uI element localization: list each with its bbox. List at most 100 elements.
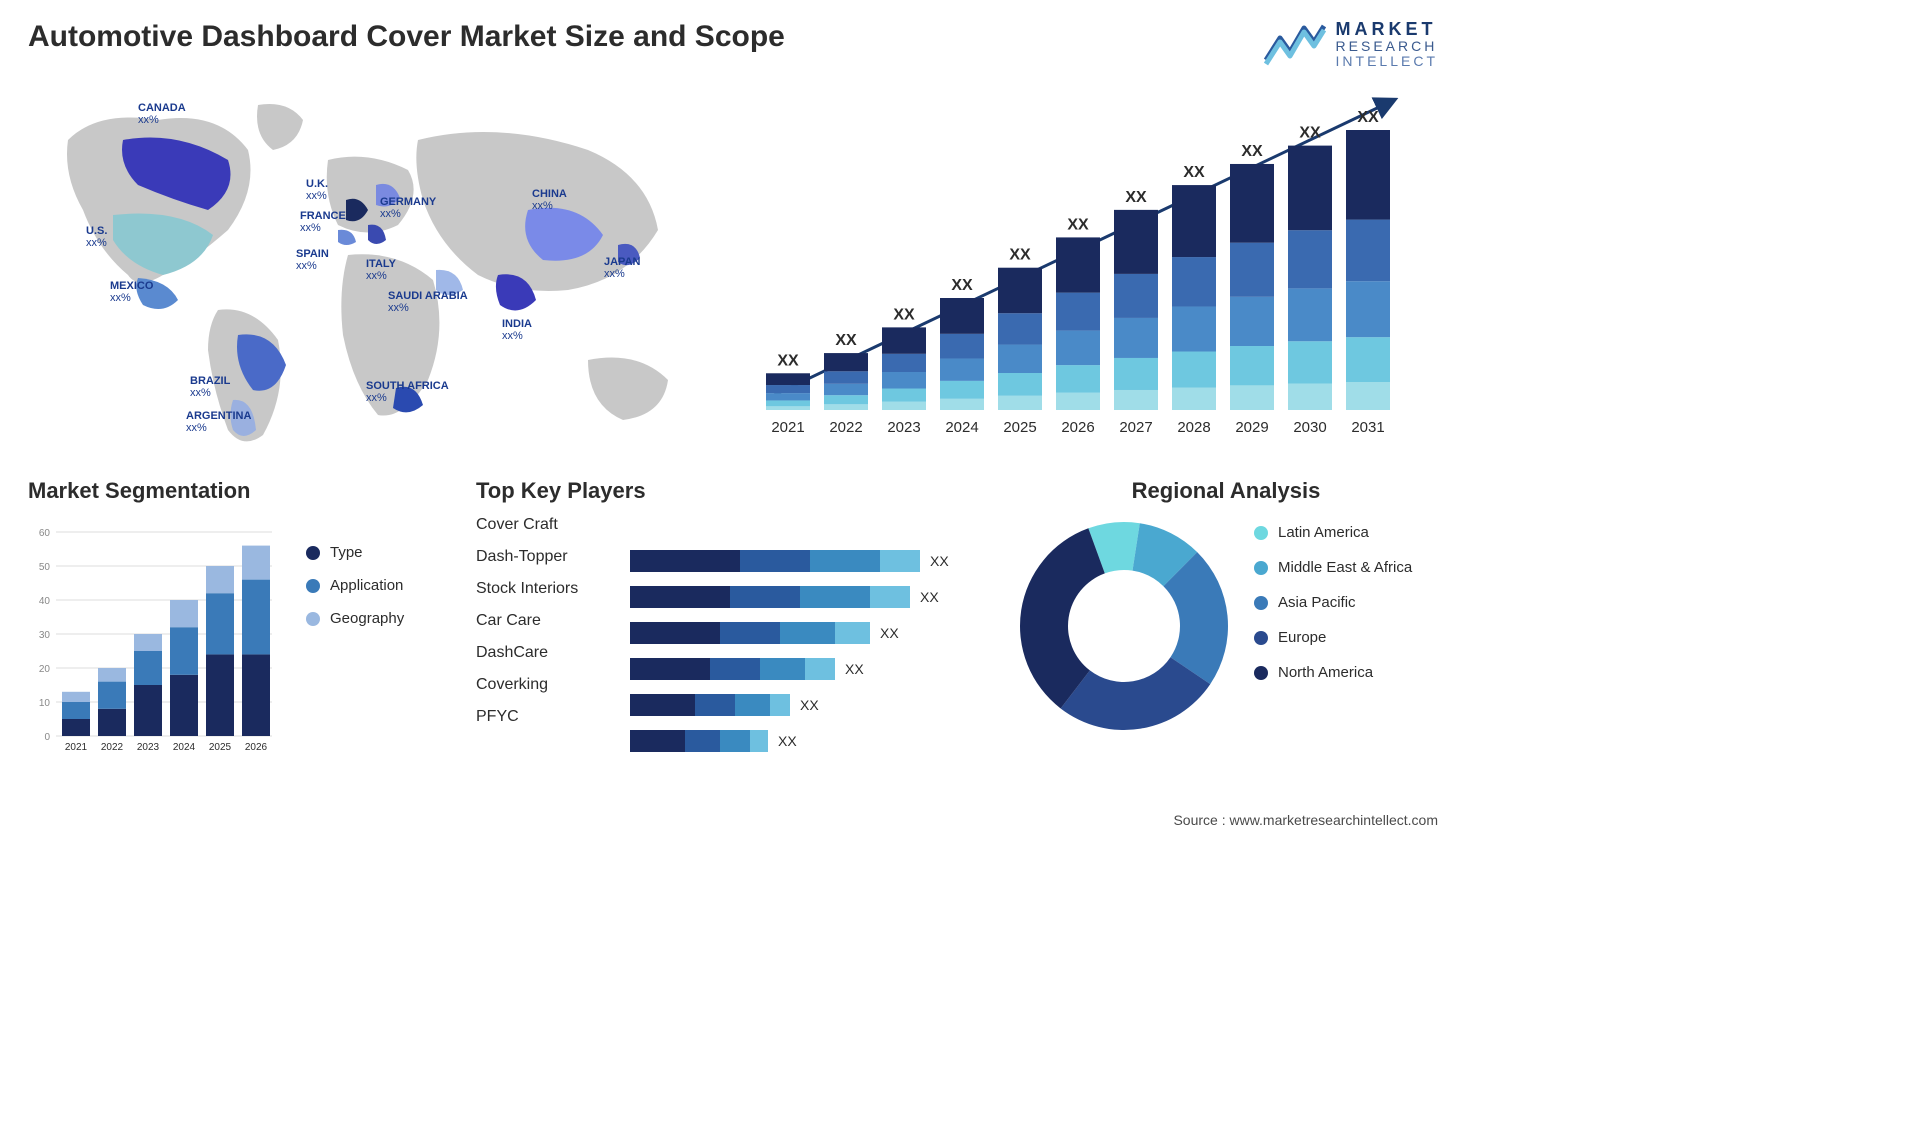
svg-text:2029: 2029 xyxy=(1235,419,1268,436)
svg-text:XX: XX xyxy=(1067,217,1089,234)
svg-text:2022: 2022 xyxy=(101,742,124,753)
player-value-label: XX xyxy=(930,553,949,569)
legend-label: Middle East & Africa xyxy=(1278,559,1412,576)
map-label: INDIAxx% xyxy=(502,318,532,342)
map-label: CHINAxx% xyxy=(532,188,567,212)
player-name: PFYC xyxy=(476,708,519,726)
svg-text:XX: XX xyxy=(777,353,799,370)
svg-text:20: 20 xyxy=(39,664,51,675)
player-bar-segment xyxy=(835,622,870,644)
legend-label: Latin America xyxy=(1278,524,1369,541)
player-bar-segment xyxy=(685,730,720,752)
map-label: CANADAxx% xyxy=(138,102,186,126)
svg-text:2025: 2025 xyxy=(209,742,232,753)
player-bar-row: XX xyxy=(630,694,996,716)
logo-icon xyxy=(1264,20,1326,68)
legend-label: Geography xyxy=(330,610,404,627)
svg-text:XX: XX xyxy=(1009,247,1031,264)
map-label: SOUTH AFRICAxx% xyxy=(366,380,449,404)
logo-line-1: MARKET xyxy=(1336,20,1438,39)
players-panel: Top Key Players Cover CraftDash-TopperSt… xyxy=(476,478,996,798)
legend-swatch xyxy=(1254,526,1268,540)
player-value-label: XX xyxy=(845,661,864,677)
player-bar-segment xyxy=(780,622,835,644)
svg-text:2024: 2024 xyxy=(945,419,978,436)
svg-text:0: 0 xyxy=(44,732,50,743)
player-bar-segment xyxy=(720,622,780,644)
svg-text:XX: XX xyxy=(1125,189,1147,206)
map-label: FRANCExx% xyxy=(300,210,346,234)
players-bars: XXXXXXXXXXXX xyxy=(630,550,996,752)
player-bar-segment xyxy=(630,550,740,572)
legend-swatch xyxy=(306,612,320,626)
svg-text:2021: 2021 xyxy=(65,742,88,753)
player-bar-segment xyxy=(630,694,695,716)
svg-text:2023: 2023 xyxy=(137,742,160,753)
player-bar-segment xyxy=(770,694,790,716)
legend-swatch xyxy=(1254,561,1268,575)
player-bar-segment xyxy=(735,694,770,716)
regional-title: Regional Analysis xyxy=(1014,478,1438,504)
svg-text:10: 10 xyxy=(39,698,51,709)
svg-text:30: 30 xyxy=(39,630,51,641)
regional-panel: Regional Analysis Latin America Middle Ea… xyxy=(1014,478,1438,798)
map-label: JAPANxx% xyxy=(604,256,640,280)
map-label: BRAZILxx% xyxy=(190,375,230,399)
legend-item: Asia Pacific xyxy=(1254,594,1412,611)
player-value-label: XX xyxy=(920,589,939,605)
player-value-label: XX xyxy=(800,697,819,713)
svg-text:2026: 2026 xyxy=(245,742,268,753)
player-bar-segment xyxy=(630,730,685,752)
legend-label: Asia Pacific xyxy=(1278,594,1356,611)
player-bar xyxy=(630,586,910,608)
player-bar-segment xyxy=(630,622,720,644)
svg-text:2024: 2024 xyxy=(173,742,196,753)
regional-legend: Latin America Middle East & Africa Asia Pa… xyxy=(1254,524,1412,681)
legend-item: Application xyxy=(306,577,404,594)
svg-text:2021: 2021 xyxy=(771,419,804,436)
player-bar-segment xyxy=(760,658,805,680)
player-bar-segment xyxy=(710,658,760,680)
player-bar-segment xyxy=(720,730,750,752)
map-label: U.K.xx% xyxy=(306,178,328,202)
map-label: SPAINxx% xyxy=(296,248,329,272)
player-bar-segment xyxy=(695,694,735,716)
svg-text:60: 60 xyxy=(39,528,51,539)
player-bar-segment xyxy=(800,586,870,608)
legend-label: Europe xyxy=(1278,629,1326,646)
player-name: DashCare xyxy=(476,644,548,662)
legend-swatch xyxy=(306,546,320,560)
player-bar-segment xyxy=(870,586,910,608)
legend-item: Latin America xyxy=(1254,524,1412,541)
legend-label: Type xyxy=(330,544,363,561)
player-bar-segment xyxy=(880,550,920,572)
legend-item: Type xyxy=(306,544,404,561)
map-label: MEXICOxx% xyxy=(110,280,153,304)
player-bar-segment xyxy=(730,586,800,608)
player-bar-row: XX xyxy=(630,622,996,644)
player-bar xyxy=(630,658,835,680)
player-bar xyxy=(630,622,870,644)
player-bar-segment xyxy=(630,586,730,608)
player-name: Coverking xyxy=(476,676,548,694)
legend-item: North America xyxy=(1254,664,1412,681)
logo-line-3: INTELLECT xyxy=(1336,54,1438,69)
player-bar xyxy=(630,694,790,716)
svg-text:50: 50 xyxy=(39,562,51,573)
player-bar xyxy=(630,550,920,572)
legend-swatch xyxy=(1254,666,1268,680)
legend-item: Europe xyxy=(1254,629,1412,646)
player-bar-row: XX xyxy=(630,550,996,572)
legend-item: Geography xyxy=(306,610,404,627)
player-bar-segment xyxy=(810,550,880,572)
svg-text:2022: 2022 xyxy=(829,419,862,436)
logo-line-2: RESEARCH xyxy=(1336,39,1438,54)
svg-text:2028: 2028 xyxy=(1177,419,1210,436)
segmentation-panel: Market Segmentation 01020304050602021202… xyxy=(28,478,458,798)
map-label: SAUDI ARABIAxx% xyxy=(388,290,468,314)
svg-text:2026: 2026 xyxy=(1061,419,1094,436)
segmentation-legend: Type Application Geography xyxy=(306,544,404,627)
player-value-label: XX xyxy=(880,625,899,641)
player-bar-row: XX xyxy=(630,658,996,680)
growth-chart-panel: XX2021XX2022XX2023XX2024XX2025XX2026XX20… xyxy=(748,80,1438,460)
